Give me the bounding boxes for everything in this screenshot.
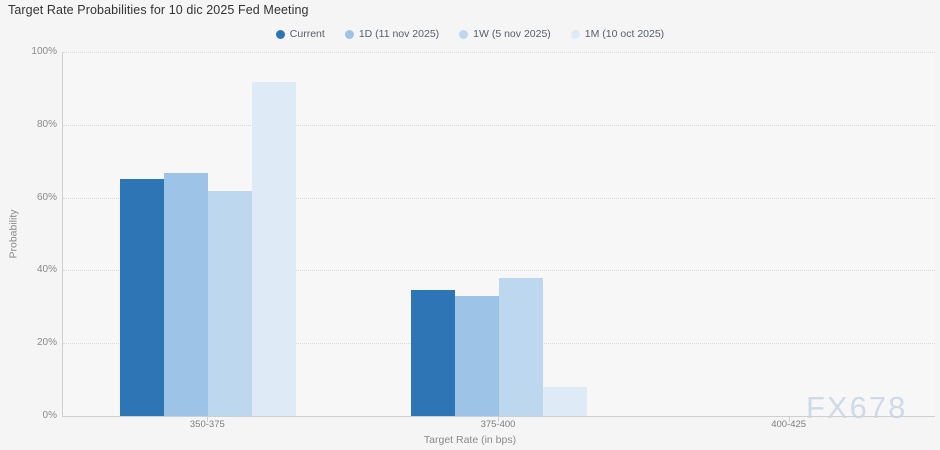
bar-375-400-1D[interactable] [455, 295, 499, 416]
legend-item-0[interactable]: Current [275, 28, 325, 40]
gridline-100 [63, 52, 935, 53]
bar-375-400-1W[interactable] [499, 278, 543, 416]
y-tick-label: 60% [36, 191, 57, 203]
legend-swatch-icon [344, 29, 354, 39]
x-tick-mark [498, 416, 499, 422]
x-tick-label-350-375: 350-375 [189, 419, 225, 430]
y-tick-label: 100% [31, 46, 57, 57]
x-tick-label-375-400: 375-400 [480, 419, 516, 430]
bar-350-375-1W[interactable] [208, 191, 253, 416]
gridline-80 [63, 124, 935, 126]
legend-swatch-icon [459, 29, 469, 39]
legend-item-3[interactable]: 1M (10 oct 2025) [570, 28, 665, 40]
bar-350-375-Current[interactable] [120, 179, 165, 416]
legend-item-label: 1M (10 oct 2025) [584, 28, 665, 40]
y-axis-title-label: Probability [8, 209, 20, 259]
chart-title: Target Rate Probabilities for 10 dic 202… [8, 3, 309, 17]
bar-350-375-1M[interactable] [252, 81, 297, 416]
legend-item-1[interactable]: 1D (11 nov 2025) [344, 28, 440, 40]
bar-375-400-1M[interactable] [543, 386, 587, 416]
legend-swatch-icon [570, 29, 580, 39]
x-tick-mark [207, 416, 209, 422]
gridline-40 [63, 270, 935, 272]
x-tick-label-400-425: 400-425 [771, 419, 807, 430]
legend-item-label: Current [289, 28, 325, 40]
bar-group-400-425 [63, 52, 935, 416]
x-tick-mark [788, 416, 790, 422]
bar-350-375-1D[interactable] [164, 172, 209, 416]
plot-area: 0% 20% 40% 60% 80% 100% [31, 46, 935, 421]
x-axis-title: Target Rate (in bps) [423, 434, 517, 446]
legend-swatch-icon [275, 29, 285, 39]
y-tick-label: 0% [42, 410, 57, 421]
y-tick-label: 80% [36, 118, 57, 130]
chart-legend: Current 1D (11 nov 2025) 1W (5 nov 2025) 1M… [0, 28, 940, 40]
y-tick-label: 20% [36, 337, 57, 349]
y-tick-label: 40% [36, 264, 57, 276]
bar-group-375-400 [63, 52, 935, 416]
y-axis-title: Probability [6, 52, 22, 416]
legend-item-label: 1W (5 nov 2025) [473, 28, 551, 40]
legend-item-2[interactable]: 1W (5 nov 2025) [459, 28, 551, 40]
bar-group-350-375 [63, 52, 935, 416]
gridline-60 [63, 197, 935, 199]
legend-item-label: 1D (11 nov 2025) [358, 28, 440, 40]
bar-375-400-Current[interactable] [411, 290, 455, 416]
